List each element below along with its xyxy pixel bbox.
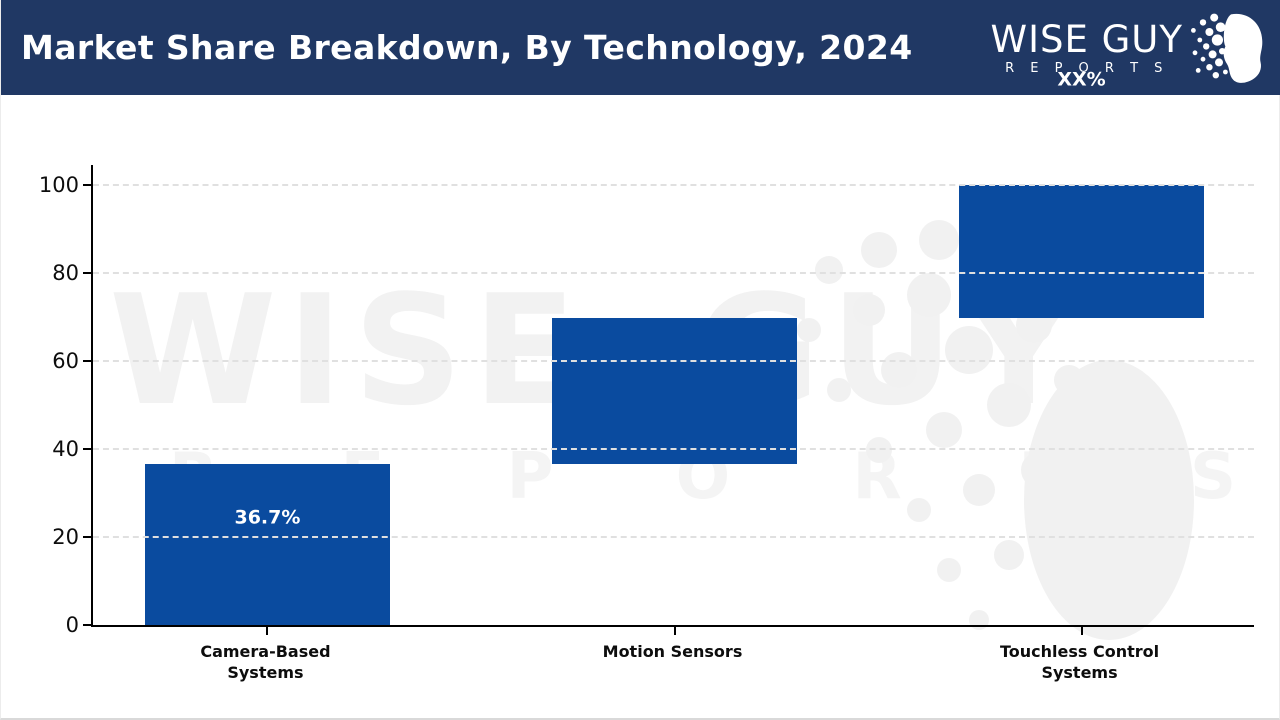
x-category-label-line: Touchless Control	[999, 642, 1160, 661]
logo-text: WISE GUY R E P O R T S	[991, 21, 1183, 75]
y-tick-mark-60	[83, 360, 91, 362]
gridline-20	[93, 536, 1254, 538]
logo-subtitle: R E P O R T S	[1005, 60, 1169, 76]
x-category-label-camera-based-systems: Camera-Based Systems	[105, 641, 425, 683]
y-tick-label-60: 60	[52, 349, 79, 373]
x-category-label-touchless-control-systems: Touchless Control Systems	[920, 641, 1240, 683]
x-axis-labels: Camera-Based Systems Motion Sensors Touchle…	[91, 627, 1254, 707]
x-category-label-line: Systems	[1041, 663, 1118, 682]
logo: WISE GUY R E P O R T S	[991, 3, 1267, 93]
x-tick-mark-touchless-control-systems	[1080, 627, 1083, 635]
x-category-label-line: Camera-Based	[200, 642, 331, 661]
gridline-100	[93, 184, 1254, 186]
y-tick-mark-100	[83, 184, 91, 186]
plot-area: 0 20 40 60 80 100 36.7% XX% XX%	[39, 68, 1254, 637]
bar-touchless-control-systems	[959, 185, 1204, 319]
gridline-60	[93, 360, 1254, 362]
gridline-40	[93, 448, 1254, 450]
y-tick-label-20: 20	[52, 525, 79, 549]
y-tick-label-80: 80	[52, 261, 79, 285]
y-tick-mark-80	[83, 272, 91, 274]
x-tick-mark-camera-based-systems	[266, 627, 269, 635]
logo-wordmark: WISE GUY	[990, 17, 1183, 61]
y-tick-mark-20	[83, 536, 91, 538]
y-tick-label-100: 100	[38, 173, 79, 197]
bar-value-label-camera-based-systems: 36.7%	[234, 506, 301, 529]
y-tick-mark-0	[83, 624, 91, 626]
bar-motion-sensors	[552, 318, 797, 464]
x-tick-mark-motion-sensors	[673, 627, 676, 635]
page-title: Market Share Breakdown, By Technology, 2…	[21, 28, 913, 67]
y-tick-label-0: 0	[65, 613, 79, 637]
logo-face-icon	[1191, 13, 1263, 83]
x-category-label-line: Systems	[227, 663, 304, 682]
y-tick-label-40: 40	[52, 437, 79, 461]
bar-value-label-touchless-control-systems: XX%	[1057, 67, 1106, 90]
bar-value-label-motion-sensors: XX%	[650, 276, 699, 299]
header: Market Share Breakdown, By Technology, 2…	[1, 0, 1280, 95]
gridline-80	[93, 272, 1254, 274]
y-tick-mark-40	[83, 448, 91, 450]
x-category-label-line: Motion Sensors	[602, 642, 743, 661]
bar-camera-based-systems	[145, 463, 390, 625]
x-category-label-motion-sensors: Motion Sensors	[513, 641, 833, 662]
